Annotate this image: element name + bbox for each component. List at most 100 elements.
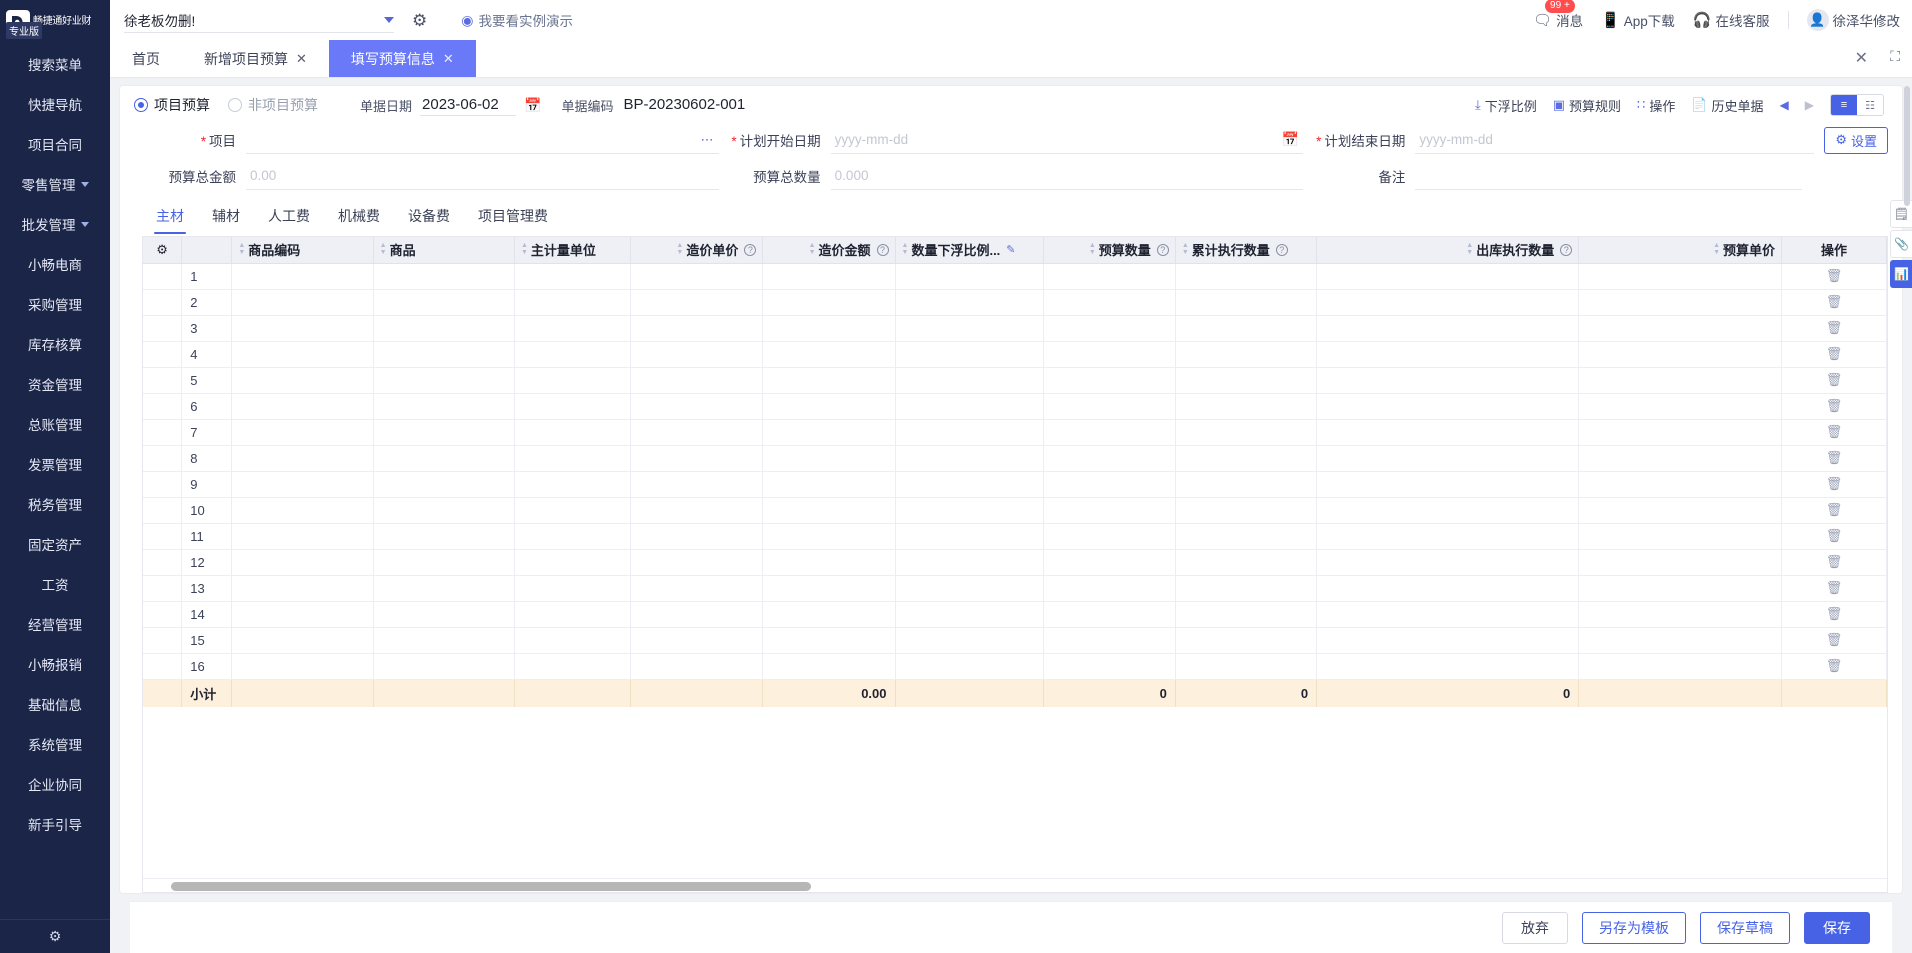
user-menu[interactable]: 👤 徐泽华修改 xyxy=(1806,9,1900,31)
cell-cqty[interactable] xyxy=(1175,341,1318,368)
cell-goods[interactable] xyxy=(373,367,515,394)
row-action-cell[interactable]: 🗑 xyxy=(1781,575,1887,602)
sort-toggle-icon[interactable]: ▲ ▼ xyxy=(1713,242,1721,257)
ellipsis-icon[interactable]: ⋯ xyxy=(700,131,715,147)
table-row[interactable]: 14 🗑 xyxy=(143,601,1887,628)
cell-oqty[interactable] xyxy=(1316,367,1580,394)
sidebar-settings-gear-icon[interactable]: ⚙ xyxy=(0,919,110,953)
cell-bprice[interactable] xyxy=(1578,393,1783,420)
cell-amount[interactable] xyxy=(762,601,896,628)
row-checkbox-cell[interactable] xyxy=(143,393,183,420)
project-input[interactable] xyxy=(250,132,695,147)
cell-oqty[interactable] xyxy=(1316,653,1580,680)
doc-date-value[interactable]: 2023-06-02 xyxy=(420,95,517,116)
search-input[interactable] xyxy=(124,12,378,27)
tool-rules[interactable]: ▣ 预算规则 xyxy=(1553,96,1621,115)
cell-bprice[interactable] xyxy=(1578,315,1783,342)
topbar-item-message[interactable]: 🗨 消息 99 + xyxy=(1533,0,1583,30)
row-checkbox-cell[interactable] xyxy=(143,497,183,524)
row-action-cell[interactable]: 🗑 xyxy=(1781,445,1887,472)
gear-icon[interactable]: ⚙ xyxy=(156,241,168,257)
cell-price[interactable] xyxy=(630,445,764,472)
sort-toggle-icon[interactable]: ▲ ▼ xyxy=(379,242,387,257)
cell-cqty[interactable] xyxy=(1175,367,1318,394)
start-date-input[interactable] xyxy=(834,132,1282,147)
cell-bqty[interactable] xyxy=(1043,523,1176,550)
help-icon[interactable]: ? xyxy=(1275,243,1288,256)
cell-cqty[interactable] xyxy=(1175,497,1318,524)
cell-unit[interactable] xyxy=(514,367,632,394)
doc-date-field[interactable]: 单据日期 2023-06-02 📅 xyxy=(360,95,541,116)
cell-price[interactable] xyxy=(630,367,764,394)
cell-bqty[interactable] xyxy=(1043,575,1176,602)
sidebar-item-16[interactable]: 小畅报销 xyxy=(0,646,110,682)
sort-toggle-icon[interactable]: ▲ ▼ xyxy=(1088,242,1096,257)
cell-oqty[interactable] xyxy=(1316,341,1580,368)
triangle-left-icon[interactable]: ◀ xyxy=(1779,98,1789,112)
cell-goods[interactable] xyxy=(373,341,515,368)
cell-code[interactable] xyxy=(231,367,374,394)
cell-unit[interactable] xyxy=(514,419,632,446)
table-row[interactable]: 5 🗑 xyxy=(143,367,1887,394)
cell-amount[interactable] xyxy=(762,627,896,654)
sidebar-item-20[interactable]: 新手引导 xyxy=(0,806,110,842)
col-header-goods[interactable]: ▲ ▼ 商品 xyxy=(373,237,515,264)
cell-oqty[interactable] xyxy=(1316,419,1580,446)
cell-cqty[interactable] xyxy=(1175,653,1318,680)
cell-price[interactable] xyxy=(630,601,764,628)
trash-icon[interactable]: 🗑 xyxy=(1825,580,1843,595)
cell-ratio[interactable] xyxy=(895,367,1044,394)
chevron-down-icon[interactable] xyxy=(384,16,394,23)
fullscreen-icon[interactable]: ⛶ xyxy=(1890,48,1900,64)
cell-cqty[interactable] xyxy=(1175,575,1318,602)
sidebar-item-5[interactable]: 批发管理 xyxy=(0,206,110,242)
cell-ratio[interactable] xyxy=(895,341,1044,368)
cell-amount[interactable] xyxy=(762,497,896,524)
cell-bprice[interactable] xyxy=(1578,549,1783,576)
row-checkbox-cell[interactable] xyxy=(143,263,183,290)
col-header-unit[interactable]: ▲ ▼ 主计量单位 xyxy=(514,237,632,264)
sidebar-item-6[interactable]: 小畅电商 xyxy=(0,246,110,282)
col-header-ratio[interactable]: ▲ ▼ 数量下浮比例... ✎ xyxy=(895,237,1044,264)
cell-code[interactable] xyxy=(231,289,374,316)
row-action-cell[interactable]: 🗑 xyxy=(1781,419,1887,446)
radio-project-budget[interactable]: 项目预算 xyxy=(134,95,210,115)
col-header-oqty[interactable]: ▲ ▼ 出库执行数量? xyxy=(1316,237,1580,264)
cell-bprice[interactable] xyxy=(1578,653,1783,680)
row-action-cell[interactable]: 🗑 xyxy=(1781,549,1887,576)
help-icon[interactable]: ? xyxy=(1156,243,1169,256)
cell-price[interactable] xyxy=(630,393,764,420)
cell-bprice[interactable] xyxy=(1578,367,1783,394)
table-row[interactable]: 6 🗑 xyxy=(143,393,1887,420)
table-row[interactable]: 2 🗑 xyxy=(143,289,1887,316)
cell-price[interactable] xyxy=(630,575,764,602)
table-row[interactable]: 8 🗑 xyxy=(143,445,1887,472)
cell-code[interactable] xyxy=(231,393,374,420)
trash-icon[interactable]: 🗑 xyxy=(1825,320,1843,335)
action-button-4[interactable]: 保存 xyxy=(1804,911,1870,944)
sidebar-item-1[interactable]: 搜索菜单 xyxy=(0,46,110,82)
cell-goods[interactable] xyxy=(373,497,515,524)
sidebar-item-4[interactable]: 零售管理 xyxy=(0,166,110,202)
cell-oqty[interactable] xyxy=(1316,393,1580,420)
cell-ratio[interactable] xyxy=(895,627,1044,654)
action-button-1[interactable]: 放弃 xyxy=(1502,911,1568,944)
cell-bqty[interactable] xyxy=(1043,367,1176,394)
cell-code[interactable] xyxy=(231,419,374,446)
material-tab-1[interactable]: 主材 xyxy=(142,200,198,234)
sidebar-item-12[interactable]: 税务管理 xyxy=(0,486,110,522)
cell-oqty[interactable] xyxy=(1316,497,1580,524)
sidebar-item-2[interactable]: 快捷导航 xyxy=(0,86,110,122)
row-action-cell[interactable]: 🗑 xyxy=(1781,341,1887,368)
cell-goods[interactable] xyxy=(373,445,515,472)
material-tab-3[interactable]: 人工费 xyxy=(268,208,310,224)
tool-history-doc[interactable]: 📄 历史单据 xyxy=(1691,96,1763,115)
cell-code[interactable] xyxy=(231,497,374,524)
cell-bqty[interactable] xyxy=(1043,263,1176,290)
cell-goods[interactable] xyxy=(373,315,515,342)
tab-close-icon[interactable]: ✕ xyxy=(296,50,307,66)
cell-goods[interactable] xyxy=(373,289,515,316)
cell-cqty[interactable] xyxy=(1175,315,1318,342)
action-button-2[interactable]: 另存为模板 xyxy=(1582,911,1686,944)
trash-icon[interactable]: 🗑 xyxy=(1825,294,1843,309)
